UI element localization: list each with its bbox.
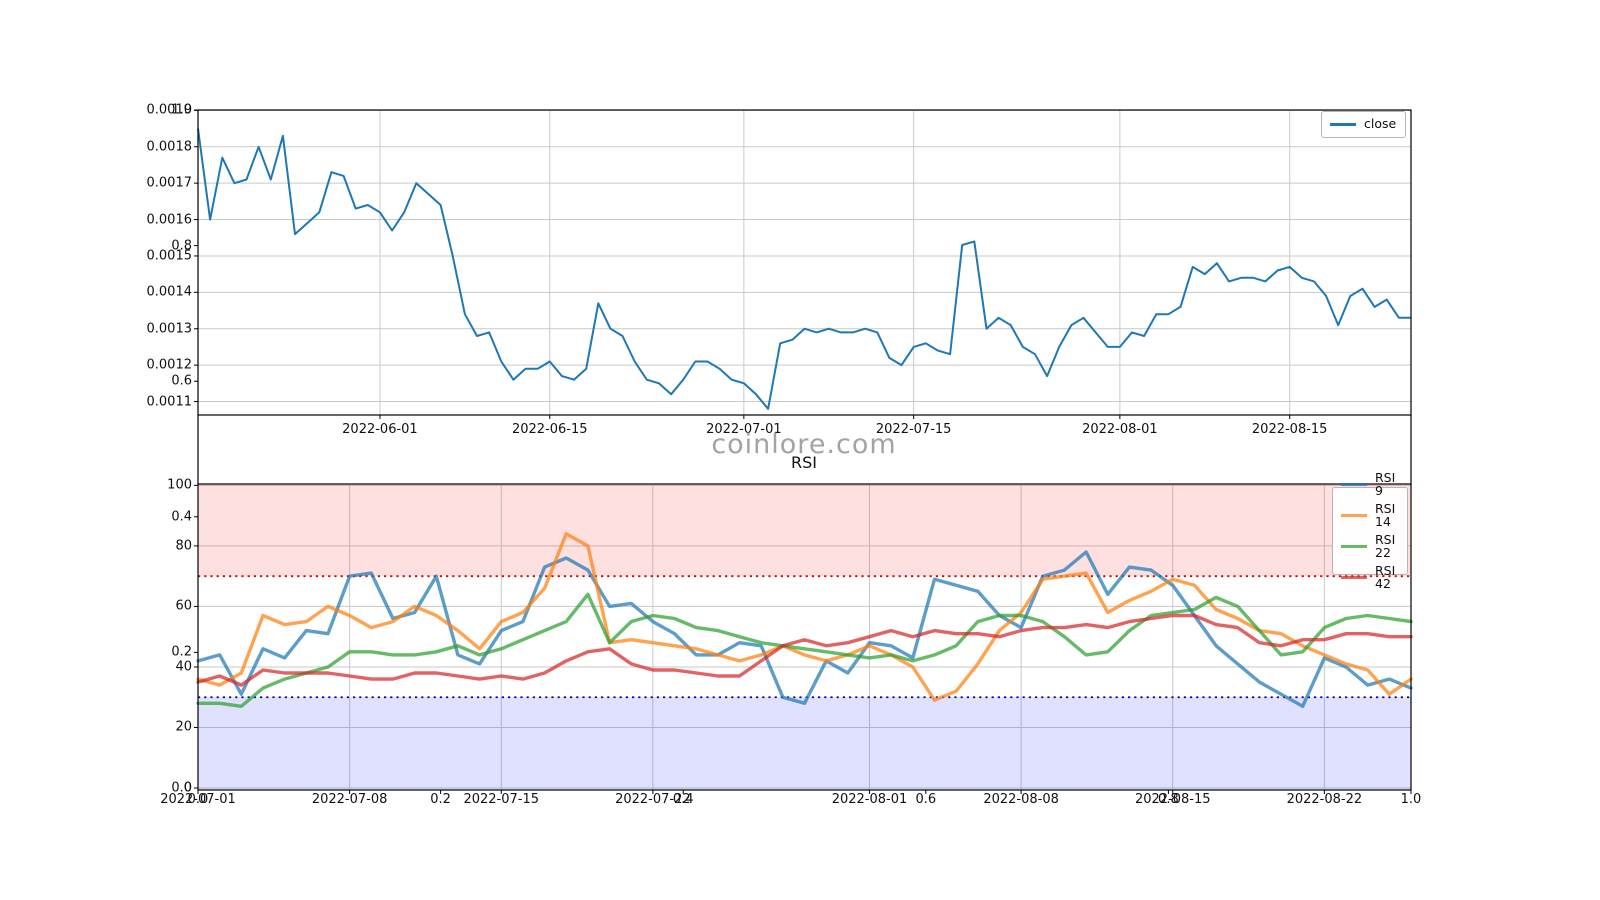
rsi-legend-label: RSI 9 <box>1375 470 1396 498</box>
price-y-tick-label: 0.0013 <box>146 321 193 337</box>
price-y-tick-label: 0.0015 <box>146 248 193 264</box>
rsi-y-tick-label: 40 <box>175 659 192 675</box>
legend-item-rsi-9: RSI 9 <box>1341 470 1399 498</box>
overbought-band <box>198 484 1411 577</box>
price-x-tick-label: 2022-08-15 <box>1251 422 1328 437</box>
rsi-legend-label: RSI 42 <box>1375 563 1396 591</box>
rsi-x-tick-label: 2022-08-08 <box>983 792 1059 807</box>
legend-item-close: close <box>1330 118 1397 131</box>
rsi-legend-label: RSI 14 <box>1375 501 1396 529</box>
rsi-x-tick-label: 2022-08-22 <box>1286 792 1363 807</box>
watermark: coinlore.com <box>711 429 897 460</box>
rsi-line-rsi-22 <box>196 592 1413 708</box>
rsi-y-tick-label: 0 <box>183 780 192 796</box>
legend-item-rsi-42: RSI 42 <box>1341 563 1399 591</box>
price-legend: close <box>1321 111 1406 138</box>
ghost-x-tick-label: 1.0 <box>1400 792 1422 807</box>
price-x-tick-label: 2022-07-15 <box>875 422 952 437</box>
rsi-42-line-swatch <box>1341 576 1367 579</box>
price-y-tick-label: 0.0019 <box>146 102 193 118</box>
price-y-tick-label: 0.0017 <box>146 175 193 191</box>
rsi-legend: RSI 9 RSI 14 RSI 22 RSI 42 <box>1332 471 1408 589</box>
price-chart <box>194 109 1412 419</box>
ghost-x-tick-label: 0.0 <box>187 792 209 807</box>
close-line-swatch <box>1330 123 1356 126</box>
oversold-band <box>198 697 1411 790</box>
ghost-y-tick-label: 0.2 <box>171 644 192 660</box>
rsi-legend-label: RSI 22 <box>1375 532 1396 560</box>
ghost-x-tick-label: 0.8 <box>1158 792 1179 807</box>
rsi-chart-title: RSI <box>791 453 817 472</box>
price-y-tick-label: 0.0014 <box>146 284 193 300</box>
price-y-tick-label: 0.0018 <box>146 139 193 155</box>
ghost-y-tick-label: 0.0 <box>171 780 192 796</box>
price-y-tick-label: 0.0012 <box>146 357 193 373</box>
rsi-x-tick-label: 2022-07-15 <box>463 792 540 807</box>
price-x-tick-label: 2022-07-01 <box>706 422 782 437</box>
ghost-x-tick-label: 0.2 <box>430 792 451 807</box>
price-y-tick-label: 0.0011 <box>146 394 193 410</box>
rsi-y-tick-label: 60 <box>175 598 192 614</box>
price-x-tick-label: 2022-06-15 <box>511 422 588 437</box>
ghost-x-tick-label: 0.6 <box>915 792 937 807</box>
rsi-chart <box>194 483 1413 794</box>
rsi-y-tick-label: 20 <box>175 719 192 735</box>
rsi-line-rsi-42 <box>196 613 1413 687</box>
ghost-y-tick-label: 0.6 <box>171 373 192 389</box>
rsi-9-line-swatch <box>1341 483 1367 486</box>
close-line <box>197 128 1411 410</box>
ghost-x-tick-label: 0.4 <box>672 792 694 807</box>
ghost-y-tick-label: 0.4 <box>171 509 192 525</box>
rsi-y-tick-label: 80 <box>175 538 192 554</box>
rsi-x-tick-label: 2022-07-08 <box>311 792 388 807</box>
price-x-tick-label: 2022-06-01 <box>342 422 418 437</box>
rsi-14-line-swatch <box>1341 514 1367 517</box>
legend-item-rsi-22: RSI 22 <box>1341 532 1399 560</box>
rsi-22-line-swatch <box>1341 545 1367 548</box>
ghost-y-tick-label: 0.8 <box>171 238 192 254</box>
rsi-y-tick-label: 100 <box>167 477 192 493</box>
ghost-y-tick-label: 1.0 <box>171 102 192 118</box>
rsi-x-tick-label: 2022-07-22 <box>615 792 691 807</box>
rsi-x-tick-label: 2022-07-01 <box>160 792 236 807</box>
price-y-tick-label: 0.0016 <box>146 212 193 228</box>
price-x-tick-label: 2022-08-01 <box>1082 422 1158 437</box>
legend-item-rsi-14: RSI 14 <box>1341 501 1399 529</box>
rsi-x-tick-label: 2022-08-15 <box>1134 792 1211 807</box>
close-legend-label: close <box>1364 116 1397 132</box>
rsi-x-tick-label: 2022-08-01 <box>831 792 908 807</box>
